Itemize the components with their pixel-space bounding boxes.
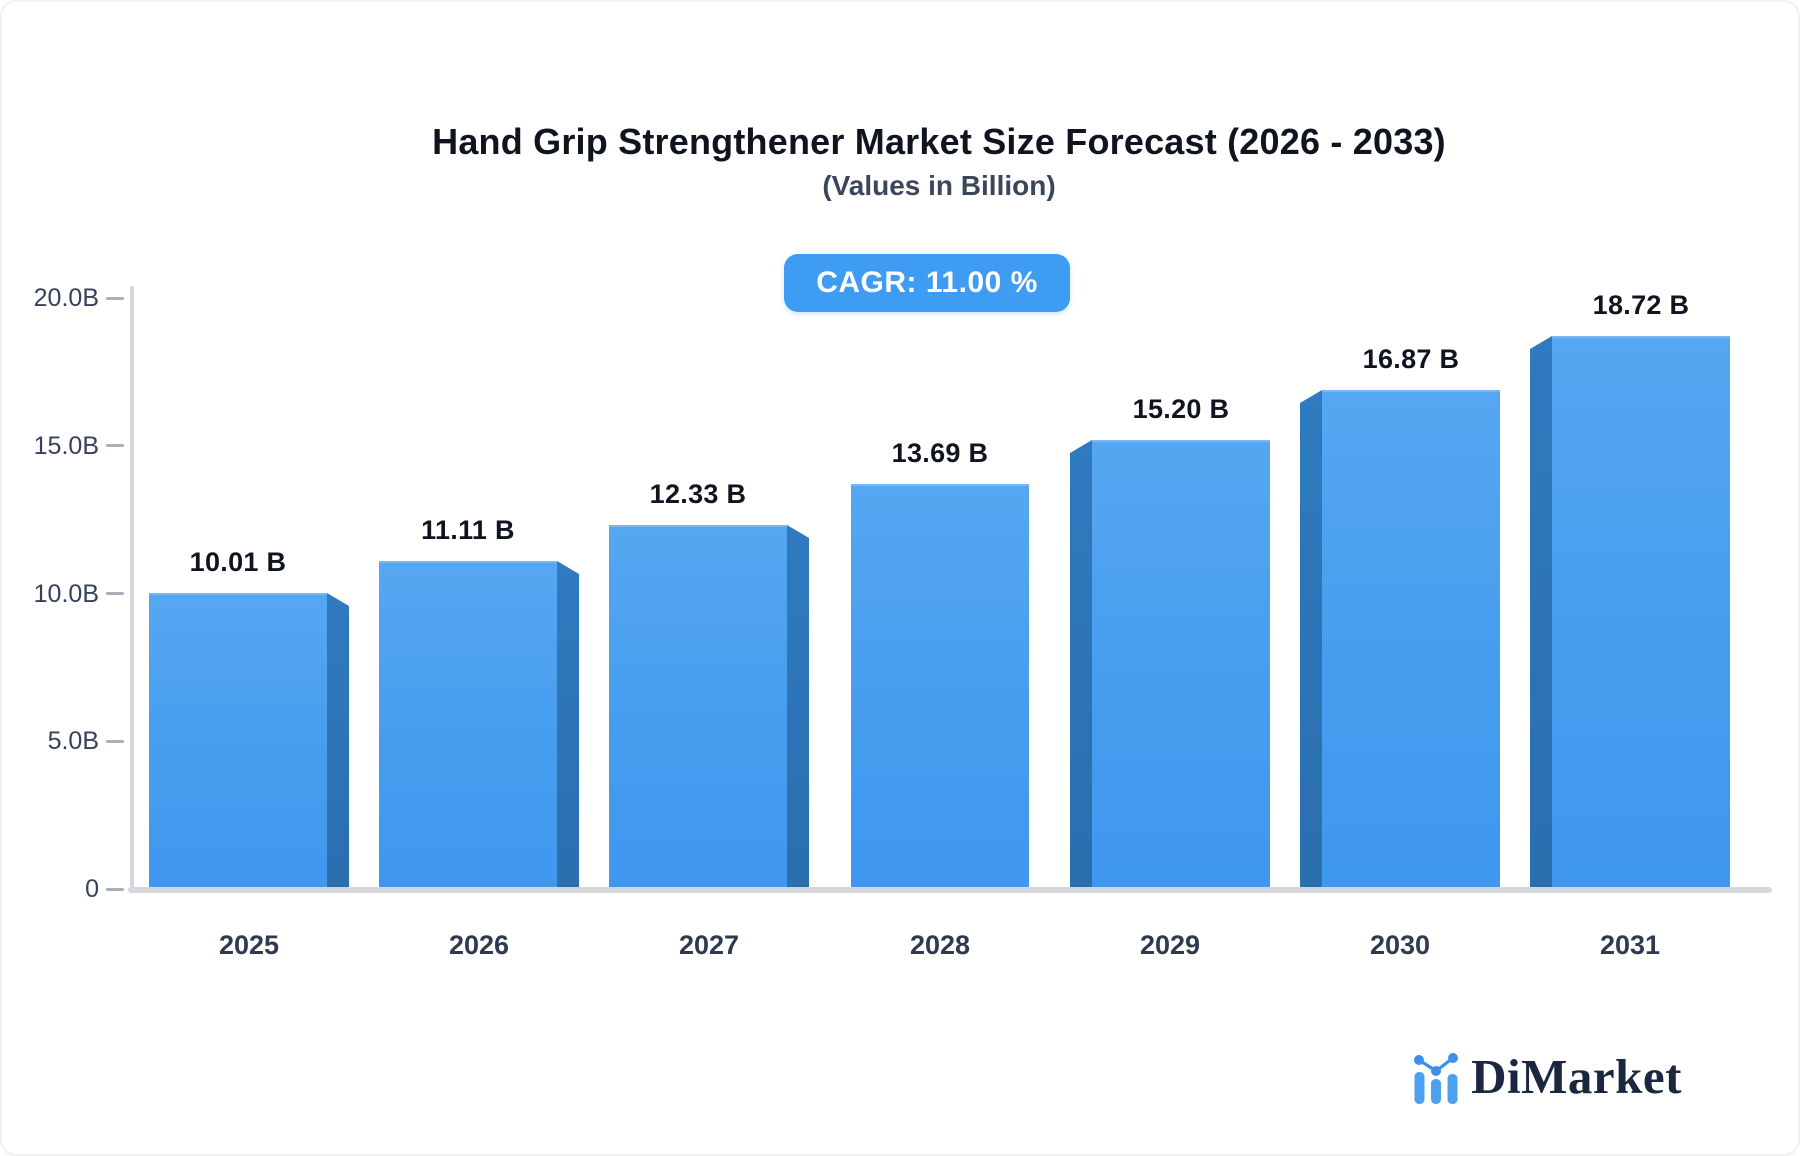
- bar-face: [149, 593, 327, 889]
- bar-side-face: [1300, 390, 1322, 889]
- bar-face: [1552, 336, 1730, 889]
- bar-face: [609, 525, 787, 889]
- y-tick-label: 20.0B: [33, 284, 99, 312]
- bar-face: [1322, 390, 1500, 889]
- cagr-badge: CAGR: 11.00 %: [784, 254, 1070, 312]
- chart-title: Hand Grip Strengthener Market Size Forec…: [432, 121, 1446, 162]
- y-tick-label: 15.0B: [33, 431, 99, 460]
- x-axis-label: 2031: [1599, 930, 1661, 960]
- y-tick-mark: [106, 592, 124, 595]
- bar-value-label: 16.87 B: [1362, 344, 1460, 374]
- bar-value-label: 15.20 B: [1132, 394, 1230, 424]
- y-tick-label: 10.0B: [33, 579, 99, 608]
- brand-logo-text: DiMarket: [1471, 1048, 1682, 1104]
- y-tick-mark: [106, 739, 124, 743]
- bar-line-chart-icon: [1414, 1053, 1459, 1104]
- x-axis-label: 2027: [678, 930, 740, 960]
- bar-side-face: [1070, 440, 1092, 889]
- bar-face: [851, 484, 1029, 889]
- y-tick-label: 0: [85, 875, 99, 903]
- x-axis-label: 2025: [218, 930, 280, 960]
- bar-side-face: [787, 525, 809, 889]
- y-axis-line: [130, 286, 134, 889]
- bar-value-label: 10.01 B: [189, 547, 287, 577]
- y-tick-mark: [106, 887, 124, 891]
- y-tick-label: 5.0B: [47, 727, 99, 756]
- y-tick-mark: [106, 296, 124, 300]
- brand-logo: DiMarket: [1413, 1040, 1682, 1112]
- bar-value-label: 13.69 B: [891, 438, 989, 468]
- bar-value-label: 18.72 B: [1592, 290, 1690, 320]
- bar-side-face: [557, 561, 579, 889]
- bar-value-label: 12.33 B: [649, 479, 747, 509]
- y-tick-mark: [106, 444, 124, 448]
- bar-value-label: 11.11 B: [421, 515, 515, 545]
- x-baseline: [128, 887, 1772, 893]
- bar-side-face: [327, 593, 349, 889]
- bar-face: [1092, 440, 1270, 889]
- x-axis-label: 2029: [1139, 930, 1201, 960]
- bar-face: [379, 561, 557, 889]
- x-axis-label: 2030: [1369, 930, 1431, 960]
- x-axis-label: 2026: [448, 930, 510, 960]
- x-axis-label: 2028: [909, 930, 971, 960]
- chart-subtitle: (Values in Billion): [822, 170, 1056, 201]
- bar-side-face: [1530, 336, 1552, 889]
